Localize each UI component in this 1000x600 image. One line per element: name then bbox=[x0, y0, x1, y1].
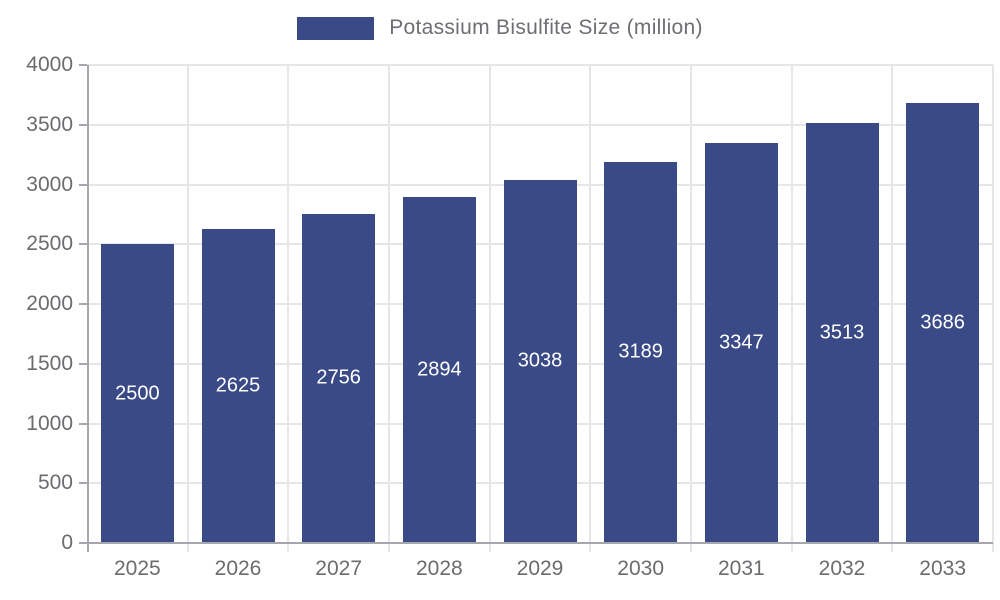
bar bbox=[805, 123, 879, 543]
bar-value-label: 2756 bbox=[316, 366, 361, 389]
bar-value-label: 3686 bbox=[920, 311, 965, 334]
gridline-horizontal bbox=[87, 64, 993, 66]
legend-swatch bbox=[297, 16, 375, 40]
y-axis-tick-label: 1000 bbox=[26, 411, 73, 435]
gridline-vertical bbox=[287, 65, 290, 552]
x-axis-tick-label: 2026 bbox=[214, 557, 262, 580]
bar bbox=[100, 244, 174, 543]
x-axis-tick-label: 2029 bbox=[516, 557, 564, 580]
y-axis-tick-label: 1500 bbox=[26, 351, 73, 375]
gridline-vertical bbox=[388, 65, 390, 552]
bar bbox=[704, 143, 778, 543]
x-axis-tick-label: 2025 bbox=[113, 557, 161, 580]
gridline-horizontal bbox=[87, 123, 993, 126]
y-axis-tick-label: 3000 bbox=[26, 172, 73, 196]
gridline-vertical bbox=[790, 65, 793, 552]
bar-value-label: 3038 bbox=[517, 349, 563, 372]
y-axis-tick bbox=[79, 243, 87, 246]
bar-value-label: 3347 bbox=[719, 331, 764, 354]
x-axis-tick-label: 2027 bbox=[315, 557, 363, 580]
y-axis-tick bbox=[79, 64, 87, 66]
bar bbox=[503, 179, 577, 543]
y-axis-tick bbox=[79, 362, 87, 365]
legend: Potassium Bisulfite Size (million) bbox=[0, 16, 1000, 40]
gridline-vertical bbox=[992, 65, 994, 552]
x-axis-tick-label: 2032 bbox=[818, 557, 866, 580]
x-axis-tick-label: 2031 bbox=[717, 557, 765, 580]
x-axis-tick-label: 2030 bbox=[617, 557, 665, 580]
bar-value-label: 2894 bbox=[417, 358, 462, 381]
y-axis-tick-label: 2000 bbox=[26, 292, 73, 315]
bar bbox=[604, 161, 678, 543]
y-axis-tick bbox=[79, 123, 87, 126]
bar bbox=[201, 229, 275, 543]
x-axis-tick-label: 2028 bbox=[415, 557, 463, 580]
plot-area: 0 500 1000 1500 2000 2500 3000 3500 4000 2500 2025… bbox=[26, 53, 994, 580]
legend-label: Potassium Bisulfite Size (million) bbox=[389, 16, 703, 39]
gridline-vertical bbox=[690, 65, 692, 552]
gridline-vertical bbox=[186, 65, 189, 552]
y-axis-tick-label: 2500 bbox=[26, 232, 73, 256]
bar bbox=[302, 213, 376, 543]
y-axis-line bbox=[87, 65, 89, 552]
bar-value-label: 2625 bbox=[215, 374, 261, 397]
x-axis-line bbox=[79, 542, 993, 544]
gridline-vertical bbox=[891, 65, 894, 552]
x-axis-tick-label: 2033 bbox=[919, 557, 967, 580]
bar-value-label: 2500 bbox=[115, 382, 160, 405]
gridline-vertical bbox=[488, 65, 491, 552]
y-axis-tick bbox=[79, 482, 87, 485]
y-axis-tick-label: 3500 bbox=[26, 112, 73, 136]
bar bbox=[402, 197, 476, 543]
bar bbox=[906, 102, 980, 543]
bar-value-label: 3189 bbox=[618, 340, 663, 363]
gridline-vertical bbox=[589, 65, 592, 552]
y-axis-tick bbox=[79, 303, 87, 305]
y-axis-tick-label: 500 bbox=[37, 471, 73, 495]
y-axis-tick-label: 0 bbox=[61, 531, 73, 554]
y-axis-tick-label: 4000 bbox=[26, 53, 73, 76]
y-axis-tick bbox=[79, 422, 87, 425]
y-axis-tick bbox=[79, 183, 87, 186]
bar-value-label: 3513 bbox=[819, 321, 865, 344]
